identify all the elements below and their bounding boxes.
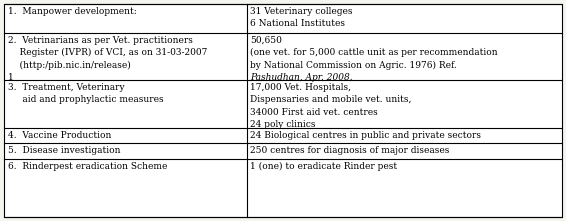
Text: 1.  Manpower development:: 1. Manpower development: [7,7,136,16]
Text: 1: 1 [7,73,13,82]
Text: 34000 First aid vet. centres: 34000 First aid vet. centres [250,108,378,116]
Text: aid and prophylactic measures: aid and prophylactic measures [7,95,163,104]
Text: 1 (one) to eradicate Rinder pest: 1 (one) to eradicate Rinder pest [250,162,397,171]
Text: 24 Biological centres in public and private sectors: 24 Biological centres in public and priv… [250,131,481,139]
Text: 50,650: 50,650 [250,36,282,45]
Text: 24 poly clinics: 24 poly clinics [250,120,316,129]
Text: 5.  Disease investigation: 5. Disease investigation [7,146,120,155]
Text: 31 Veterinary colleges: 31 Veterinary colleges [250,7,353,16]
Text: (one vet. for 5,000 cattle unit as per recommendation: (one vet. for 5,000 cattle unit as per r… [250,48,498,57]
Text: 4.  Vaccine Production: 4. Vaccine Production [7,131,111,139]
Text: (http:/pib.nic.in/release): (http:/pib.nic.in/release) [7,61,130,70]
Text: 6 National Institutes: 6 National Institutes [250,19,345,29]
Text: Pashudhan, Apr. 2008.: Pashudhan, Apr. 2008. [250,73,353,82]
Text: 3.  Treatment, Veterinary: 3. Treatment, Veterinary [7,83,124,92]
Text: Register (IVPR) of VCI, as on 31-03-2007: Register (IVPR) of VCI, as on 31-03-2007 [7,48,207,57]
Text: 2.  Vetrinarians as per Vet. practitioners: 2. Vetrinarians as per Vet. practitioner… [7,36,192,45]
Text: 250 centres for diagnosis of major diseases: 250 centres for diagnosis of major disea… [250,146,449,155]
Text: Dispensaries and mobile vet. units,: Dispensaries and mobile vet. units, [250,95,411,104]
Text: 6.  Rinderpest eradication Scheme: 6. Rinderpest eradication Scheme [7,162,167,171]
Text: 17,000 Vet. Hospitals,: 17,000 Vet. Hospitals, [250,83,351,92]
Text: by National Commission on Agric. 1976) Ref.: by National Commission on Agric. 1976) R… [250,61,457,70]
